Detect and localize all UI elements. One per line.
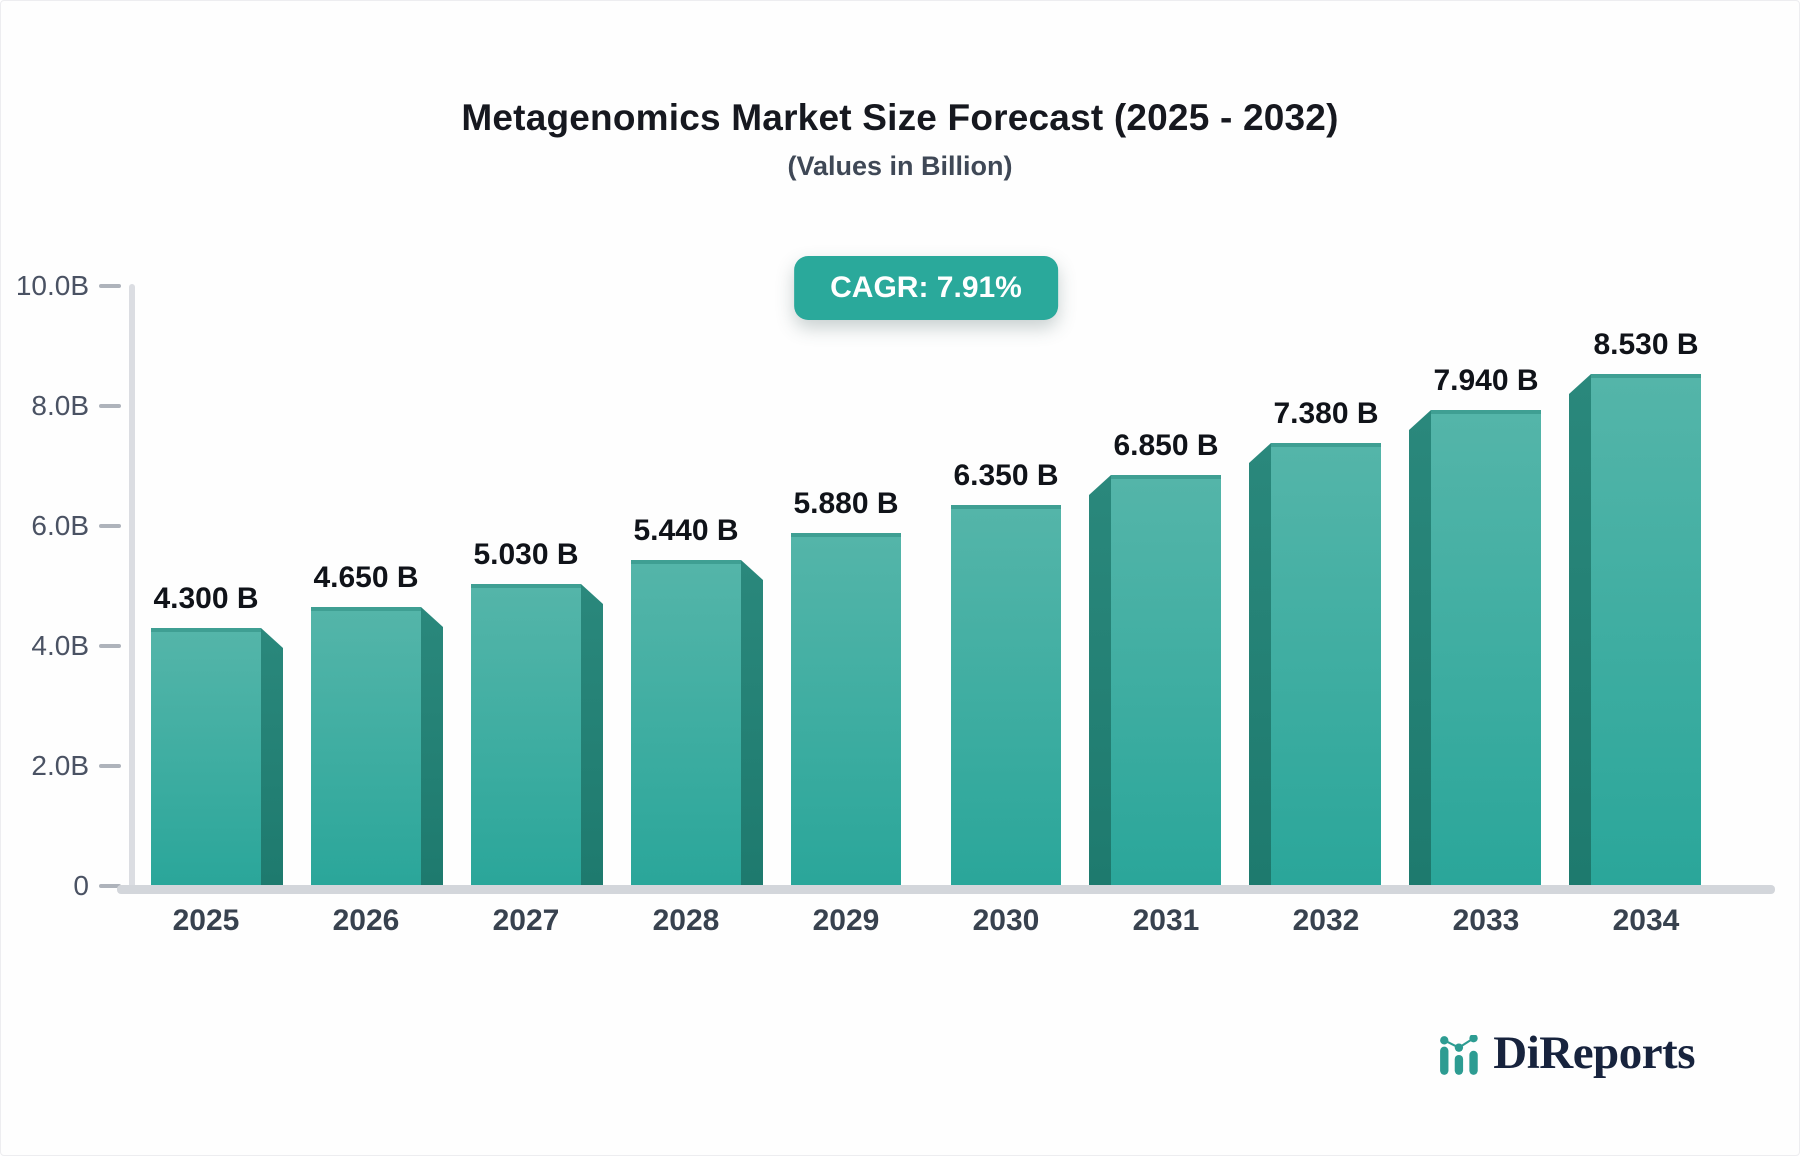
logo-text: DiReports <box>1493 1026 1695 1079</box>
y-axis-tick <box>99 764 121 768</box>
x-axis-label: 2033 <box>1452 904 1520 937</box>
x-axis-label: 2027 <box>492 904 560 937</box>
bar-2029 <box>791 533 901 886</box>
bar-2032 <box>1271 443 1381 886</box>
x-axis-label: 2031 <box>1132 904 1200 937</box>
y-axis-tick <box>99 284 121 288</box>
y-axis-line <box>129 284 135 888</box>
chart-title: Metagenomics Market Size Forecast (2025 … <box>461 97 1339 138</box>
y-axis-label: 2.0B <box>31 750 89 781</box>
y-axis-tick <box>99 404 121 408</box>
bar-value-label: 7.940 B <box>1433 364 1539 397</box>
bar-value-label: 6.850 B <box>1113 429 1219 462</box>
x-axis-label: 2028 <box>652 904 720 937</box>
bar-value-label: 6.350 B <box>953 459 1059 492</box>
bar-value-label: 7.380 B <box>1273 397 1379 430</box>
bar-value-label: 5.880 B <box>793 487 899 520</box>
bar-value-label: 8.530 B <box>1593 328 1699 361</box>
bar-2027 <box>471 584 581 886</box>
bar-side-face <box>261 628 283 886</box>
bar-chart-trend-icon <box>1440 1035 1478 1075</box>
x-axis-label: 2026 <box>332 904 400 937</box>
y-axis-label: 0 <box>73 870 89 901</box>
y-axis-label: 6.0B <box>31 510 89 541</box>
bar-2031 <box>1111 475 1221 886</box>
bar-side-face <box>1249 443 1271 886</box>
x-axis-label: 2029 <box>812 904 880 937</box>
bar-side-face <box>581 584 603 886</box>
y-axis-label: 8.0B <box>31 390 89 421</box>
y-axis-tick <box>99 524 121 528</box>
bar-2030 <box>951 505 1061 886</box>
x-axis-label: 2030 <box>972 904 1040 937</box>
bar-value-label: 4.650 B <box>313 561 419 594</box>
bar-value-label: 4.300 B <box>153 582 259 615</box>
y-axis-tick <box>99 884 121 888</box>
bar-2033 <box>1431 410 1541 886</box>
x-axis-label: 2032 <box>1292 904 1360 937</box>
y-axis-label: 10.0B <box>15 270 89 301</box>
bar-2028 <box>631 560 741 886</box>
x-axis-label: 2034 <box>1612 904 1680 937</box>
bar-value-label: 5.030 B <box>473 538 579 571</box>
bar-side-face <box>1569 374 1591 886</box>
bar-value-label: 5.440 B <box>633 514 739 547</box>
bar-side-face <box>421 607 443 886</box>
x-axis-line <box>117 885 1775 894</box>
x-axis-label: 2025 <box>172 904 240 937</box>
bar-side-face <box>741 560 763 886</box>
bar-2034 <box>1591 374 1701 886</box>
bar-side-face <box>1089 475 1111 886</box>
bar-2025 <box>151 628 261 886</box>
direports-logo: DiReports <box>1438 1029 1695 1077</box>
y-axis-label: 4.0B <box>31 630 89 661</box>
bar-2026 <box>311 607 421 886</box>
y-axis-tick <box>99 644 121 648</box>
chart-subtitle: (Values in Billion) <box>787 151 1013 181</box>
bar-side-face <box>1409 410 1431 886</box>
cagr-badge: CAGR: 7.91% <box>794 256 1058 320</box>
